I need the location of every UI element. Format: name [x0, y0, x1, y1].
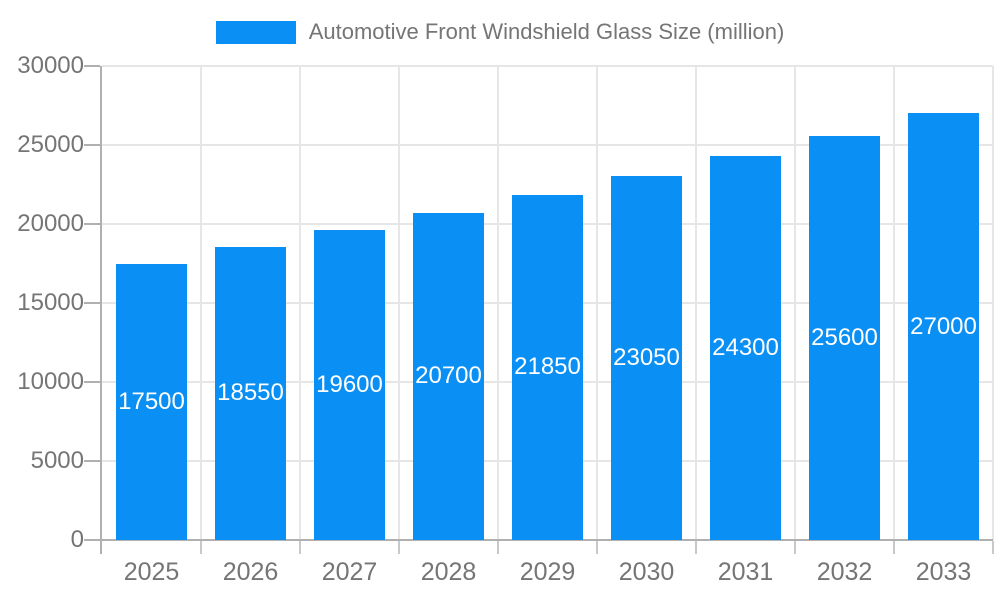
y-axis-tick-label: 30000 [17, 52, 84, 79]
x-axis-tick [596, 541, 598, 554]
y-axis-tick-label: 15000 [17, 289, 84, 316]
chart-legend[interactable]: Automotive Front Windshield Glass Size (… [0, 17, 1000, 47]
bar-value-label: 17500 [118, 387, 185, 415]
x-axis-tick-label: 2032 [816, 558, 873, 586]
x-axis-tick [893, 541, 895, 554]
bar-2026[interactable] [215, 246, 286, 540]
bar-value-label: 25600 [811, 323, 878, 351]
bar-2027[interactable] [314, 230, 385, 540]
gridline-vertical [497, 66, 499, 540]
bar-value-label: 27000 [910, 312, 977, 340]
bar-2031[interactable] [710, 156, 781, 540]
y-axis-line [100, 66, 102, 554]
bar-2033[interactable] [908, 113, 979, 540]
x-axis-tick-label: 2033 [915, 558, 972, 586]
gridline-horizontal [102, 144, 993, 146]
x-axis-tick-label: 2029 [519, 558, 576, 586]
bar-2030[interactable] [611, 175, 682, 540]
gridline-vertical [794, 66, 796, 540]
x-axis-tick [992, 541, 994, 554]
gridline-vertical [695, 66, 697, 540]
x-axis-tick-label: 2026 [222, 558, 279, 586]
x-axis-tick-label: 2028 [420, 558, 477, 586]
gridline-horizontal [102, 65, 993, 67]
x-axis-line [100, 539, 993, 541]
gridline-vertical [992, 66, 994, 540]
y-axis-tick [84, 539, 100, 541]
gridline-vertical [398, 66, 400, 540]
gridline-vertical [893, 66, 895, 540]
y-axis-tick [84, 302, 100, 304]
bar-value-label: 23050 [613, 343, 680, 371]
y-axis-tick-label: 10000 [17, 368, 84, 395]
legend-label: Automotive Front Windshield Glass Size (… [308, 19, 785, 44]
gridline-vertical [596, 66, 598, 540]
y-axis-tick [84, 223, 100, 225]
x-axis-tick-label: 2030 [618, 558, 675, 586]
x-axis-tick [299, 541, 301, 554]
x-axis-tick [398, 541, 400, 554]
x-axis-tick [497, 541, 499, 554]
legend-swatch [215, 20, 296, 44]
bar-2025[interactable] [116, 263, 187, 540]
x-axis-tick [695, 541, 697, 554]
y-axis-tick-label: 5000 [30, 447, 84, 474]
bar-2029[interactable] [512, 194, 583, 540]
y-axis-tick-label: 0 [70, 526, 84, 553]
bar-2028[interactable] [413, 212, 484, 540]
gridline-vertical [200, 66, 202, 540]
bar-value-label: 20700 [415, 362, 482, 390]
bar-2032[interactable] [809, 135, 880, 540]
bar-value-label: 18550 [217, 379, 284, 407]
gridline-vertical [299, 66, 301, 540]
x-axis-tick-label: 2025 [123, 558, 180, 586]
x-axis-tick-label: 2031 [717, 558, 774, 586]
x-axis-tick-label: 2027 [321, 558, 378, 586]
bar-value-label: 19600 [316, 371, 383, 399]
y-axis-tick [84, 65, 100, 67]
x-axis-tick [794, 541, 796, 554]
y-axis-tick [84, 381, 100, 383]
bar-value-label: 24300 [712, 334, 779, 362]
bar-value-label: 21850 [514, 353, 581, 381]
y-axis-tick-label: 25000 [17, 131, 84, 158]
y-axis-tick-label: 20000 [17, 210, 84, 237]
y-axis-tick [84, 460, 100, 462]
y-axis-tick [84, 144, 100, 146]
x-axis-tick [200, 541, 202, 554]
